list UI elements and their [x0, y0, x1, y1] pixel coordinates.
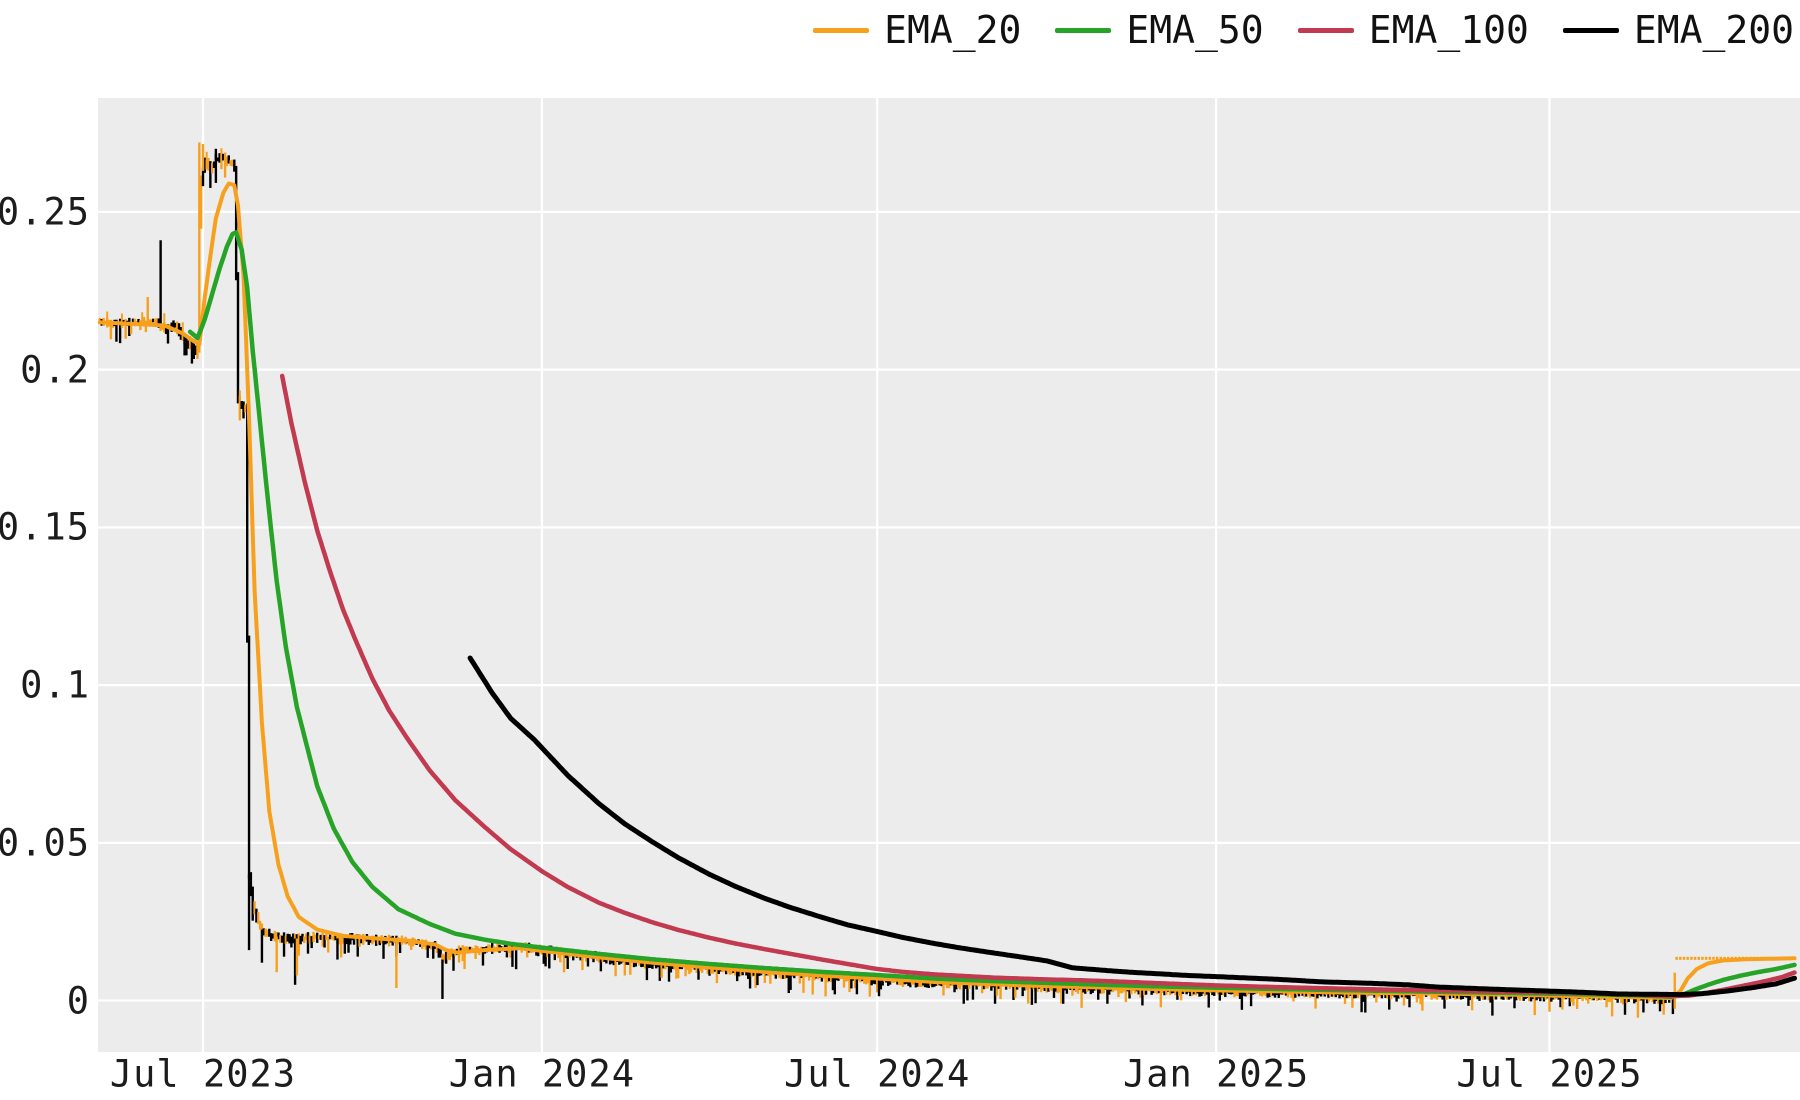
- ema-200-line-swatch: [1562, 27, 1619, 33]
- ema-100-line-swatch: [1297, 27, 1354, 33]
- y-tick-label: 0.15: [0, 505, 90, 549]
- legend-label: EMA_20: [884, 8, 1022, 52]
- y-tick-label: 0.05: [0, 821, 90, 865]
- y-tick-label: 0.25: [0, 190, 90, 234]
- x-tick-label: Jan 2024: [448, 1052, 636, 1096]
- gridlines: [98, 98, 1800, 1052]
- y-tick-label: 0.1: [20, 663, 90, 707]
- ema-200-line: [467, 655, 1797, 998]
- legend-label: EMA_100: [1368, 8, 1529, 52]
- legend-item-ema-100: EMA_100: [1297, 8, 1529, 52]
- x-tick-label: Jul 2023: [109, 1052, 297, 1096]
- legend-item-ema-50: EMA_50: [1055, 8, 1264, 52]
- y-tick-label: 0: [66, 979, 90, 1023]
- ema-50-line-swatch: [1055, 27, 1112, 33]
- y-tick-label: 0.2: [20, 348, 90, 392]
- ema-20-line-swatch: [813, 27, 870, 33]
- price-wicks: [146, 142, 1513, 999]
- legend-item-ema-20: EMA_20: [813, 8, 1021, 52]
- x-tick-label: Jul 2025: [1456, 1052, 1643, 1096]
- x-tick-label: Jan 2025: [1122, 1052, 1310, 1096]
- x-tick-label: Jul 2024: [784, 1052, 971, 1096]
- legend-item-ema-200: EMA_200: [1562, 8, 1794, 52]
- plot-background: [98, 98, 1800, 1052]
- legend: EMA_20 EMA_50 EMA_100 EMA_200: [813, 8, 1794, 52]
- legend-label: EMA_200: [1633, 8, 1794, 52]
- legend-label: EMA_50: [1126, 8, 1264, 52]
